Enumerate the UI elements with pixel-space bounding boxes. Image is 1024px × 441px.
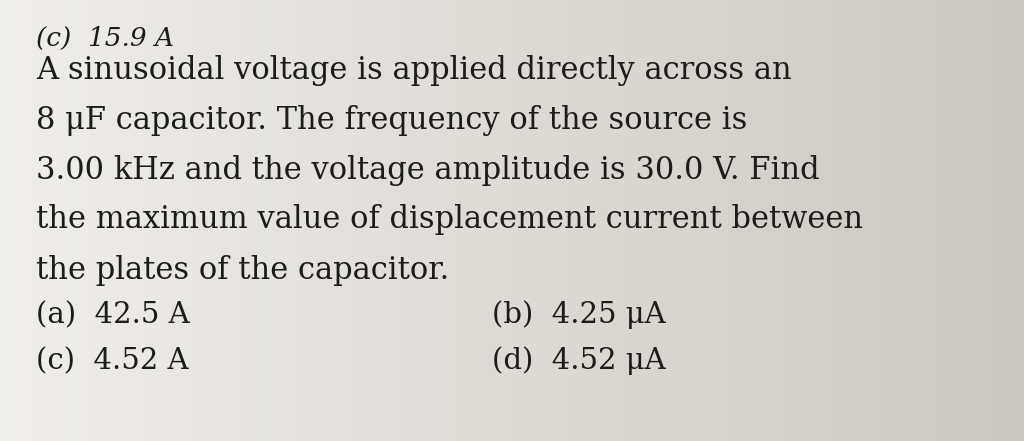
Text: (a)  42.5 A: (a) 42.5 A [36, 301, 189, 329]
Text: 8 μF capacitor. The frequency of the source is: 8 μF capacitor. The frequency of the sou… [36, 105, 748, 136]
Text: (c)  4.52 A: (c) 4.52 A [36, 347, 188, 375]
Text: A sinusoidal voltage is applied directly across an: A sinusoidal voltage is applied directly… [36, 55, 792, 86]
Text: the plates of the capacitor.: the plates of the capacitor. [36, 255, 450, 286]
Text: the maximum value of displacement current between: the maximum value of displacement curren… [36, 204, 863, 235]
Text: 3.00 kHz and the voltage amplitude is 30.0 V. Find: 3.00 kHz and the voltage amplitude is 30… [36, 155, 819, 186]
Text: (d)  4.52 μA: (d) 4.52 μA [492, 346, 666, 375]
Text: (c)  15.9 A: (c) 15.9 A [36, 26, 174, 51]
Text: (b)  4.25 μA: (b) 4.25 μA [492, 300, 666, 329]
